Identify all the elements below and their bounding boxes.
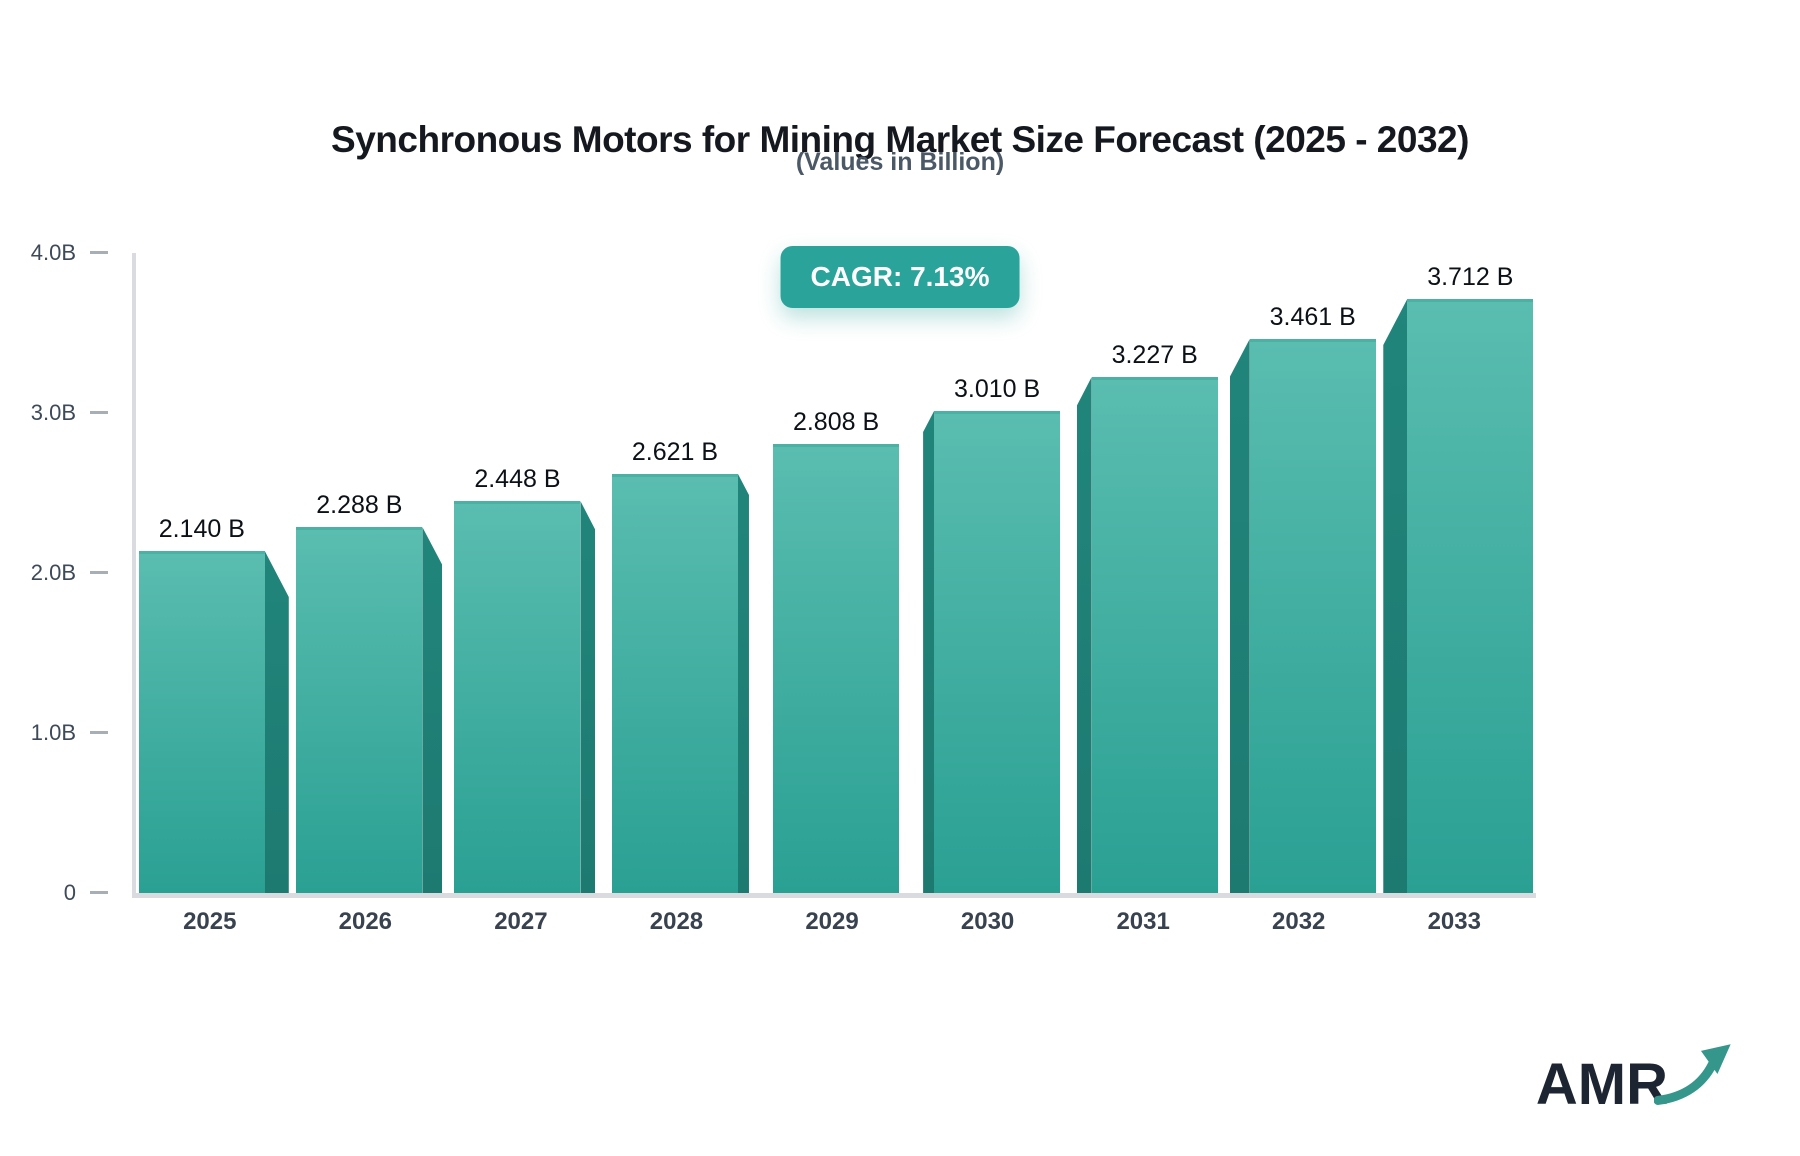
x-tick-label: 2031	[1116, 908, 1170, 935]
bar-face	[1407, 299, 1534, 893]
y-tick-label: 4.0B	[30, 240, 76, 265]
bar-side-face	[923, 411, 935, 893]
chart-subtitle: (Values in Billion)	[795, 148, 1005, 176]
bar-face	[1091, 377, 1218, 893]
bar: 2.808 B	[773, 408, 900, 893]
y-tick-label: 2.0B	[30, 560, 76, 585]
bar: 3.010 B	[923, 375, 1061, 893]
chart-title: Synchronous Motors for Mining Market Siz…	[331, 118, 1469, 160]
x-tick-label: 2029	[805, 908, 859, 935]
bar: 3.712 B	[1383, 263, 1534, 893]
cagr-badge: CAGR: 7.13%	[780, 246, 1020, 308]
y-tick-label: 1.0B	[30, 720, 76, 745]
bar-side-face	[264, 551, 289, 893]
bar-side-face	[1229, 339, 1250, 893]
bar-side-face	[737, 474, 749, 893]
y-tick-label: 3.0B	[30, 400, 76, 425]
x-tick-label: 2026	[338, 908, 393, 935]
bar-face	[934, 411, 1061, 893]
y-tick-dash	[90, 411, 108, 414]
bar-value-label: 2.288 B	[316, 491, 403, 519]
y-tick-dash	[90, 891, 108, 894]
bar-value-label: 3.712 B	[1427, 263, 1514, 291]
x-tick-label: 2033	[1427, 908, 1481, 935]
bar-side-face	[580, 501, 596, 893]
y-axis-ticks: 4.0B 3.0B 2.0B 1.0B 0	[0, 240, 132, 905]
bar-side-face	[422, 527, 443, 893]
bar: 2.288 B	[296, 491, 443, 893]
bar-value-label: 3.227 B	[1111, 341, 1198, 369]
bar-value-label: 3.461 B	[1269, 303, 1356, 331]
bar: 2.140 B	[138, 515, 289, 893]
bar-value-label: 2.808 B	[792, 408, 880, 436]
bar: 2.448 B	[454, 465, 596, 893]
bar-face	[454, 501, 581, 893]
bar-face	[296, 527, 423, 893]
bar-face	[773, 444, 900, 893]
bar-side-face	[1383, 299, 1408, 893]
bar-value-label: 2.448 B	[474, 465, 561, 493]
bar: 2.621 B	[611, 438, 749, 893]
x-tick-label: 2025	[183, 908, 237, 935]
bar-face	[138, 551, 265, 893]
bar: 3.461 B	[1229, 303, 1376, 893]
y-tick-label: 0	[63, 880, 76, 905]
bar-value-label: 3.010 B	[954, 375, 1041, 403]
y-tick-dash	[90, 251, 108, 254]
bar-face	[1249, 339, 1376, 893]
amr-logo-text: AMR	[1535, 1052, 1668, 1117]
x-tick-label: 2028	[649, 908, 704, 935]
x-tick-label: 2027	[494, 908, 548, 935]
x-tick-label: 2032	[1272, 908, 1326, 935]
x-axis-labels: 2025 2026 2027 2028 2029 2030 2031 2032 2033	[132, 908, 1532, 936]
amr-logo: AMR	[1536, 1041, 1738, 1114]
bar-face	[611, 474, 738, 893]
y-tick-dash	[90, 571, 108, 574]
trend-arrow-icon	[1653, 1041, 1738, 1112]
plot-area: 2.140 B 2.288 B 2.448 B 2.621 B 2.808 B 3.010…	[132, 253, 1536, 898]
bar-side-face	[1076, 377, 1092, 893]
y-tick-dash	[90, 731, 108, 734]
bar-value-label: 2.140 B	[158, 515, 245, 543]
bar-value-label: 2.621 B	[631, 438, 719, 466]
x-tick-label: 2030	[960, 908, 1015, 935]
bar: 3.227 B	[1076, 341, 1218, 893]
